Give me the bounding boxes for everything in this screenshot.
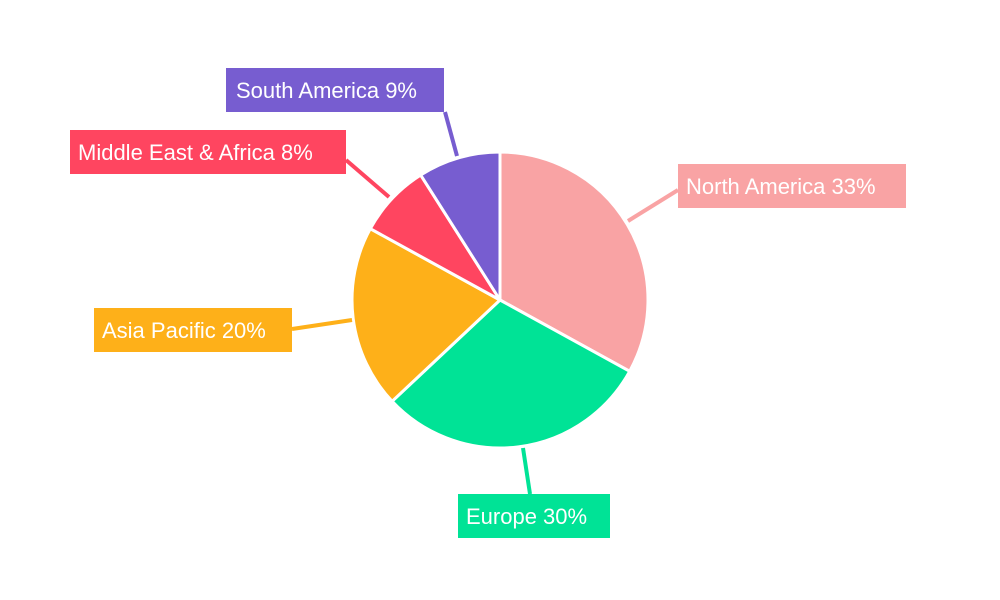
slice-label-text: North America 33% (686, 174, 876, 199)
leader-line-europe (521, 447, 532, 495)
slice-label-text: Asia Pacific 20% (102, 318, 266, 343)
slice-label-box (70, 130, 346, 174)
slice-label-text: South America 9% (236, 78, 417, 103)
slice-label-asia-pacific: Asia Pacific 20% (94, 308, 292, 352)
pie-slice-north-america[interactable] (498, 150, 650, 373)
slice-label-text: Middle East & Africa 8% (78, 140, 313, 165)
slice-label-middle-east-and-africa: Middle East & Africa 8% (70, 130, 346, 174)
slice-labels: North America 33% Europe 30% Asia Pacific … (70, 68, 906, 538)
slice-label-box (226, 68, 444, 112)
pie-slice-europe[interactable] (390, 298, 632, 450)
pie-slice-south-america[interactable] (419, 150, 502, 302)
slice-label-box (94, 308, 292, 352)
leader-line-middle-east-and-africa (344, 158, 391, 199)
slice-label-box (678, 164, 906, 208)
slice-label-north-america: North America 33% (678, 164, 906, 208)
slice-label-europe: Europe 30% (458, 494, 610, 538)
slice-label-box (458, 494, 610, 538)
leader-lines (291, 111, 680, 495)
pie-slices (350, 150, 650, 450)
slice-label-text: Europe 30% (466, 504, 587, 529)
leader-line-asia-pacific (291, 318, 353, 331)
slice-label-south-america: South America 9% (226, 68, 444, 112)
leader-line-north-america (626, 188, 680, 223)
pie-slice-asia-pacific[interactable] (350, 227, 502, 403)
leader-line-south-america (443, 111, 459, 157)
